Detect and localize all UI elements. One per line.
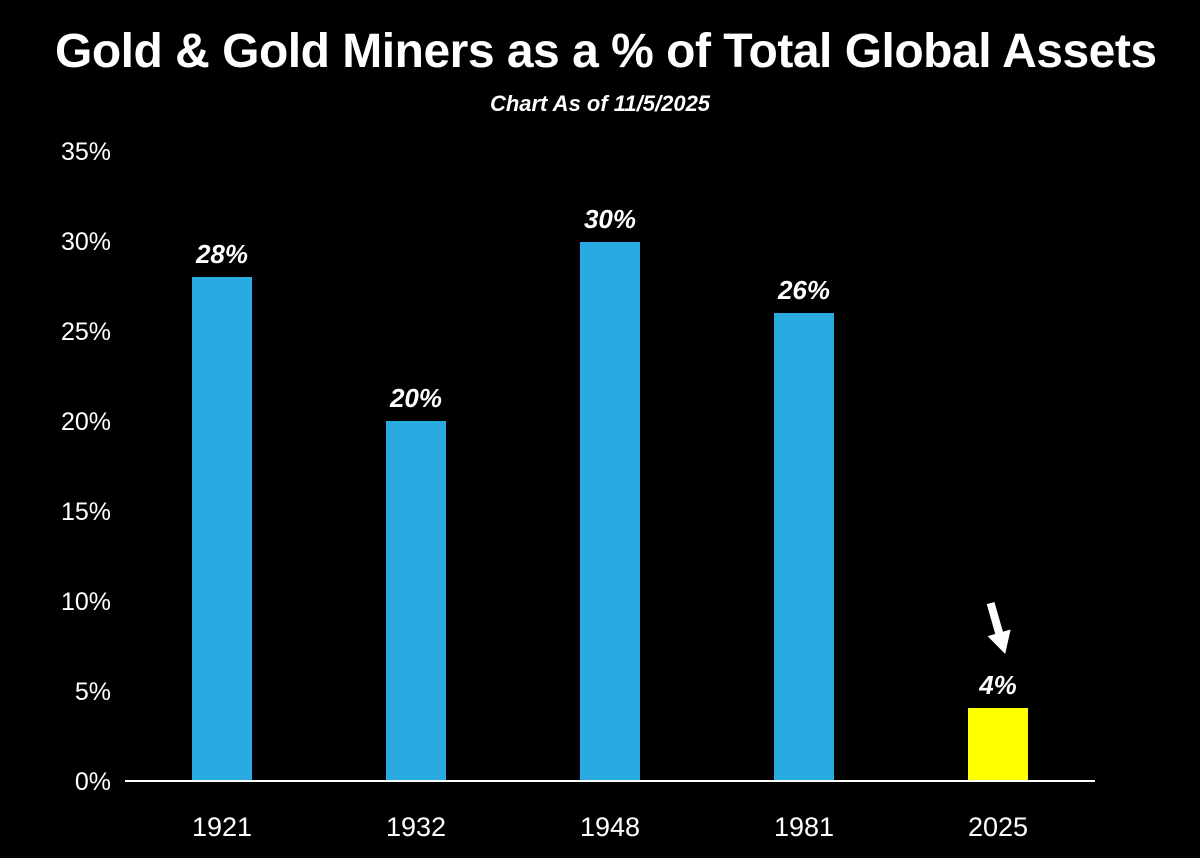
down-arrow-icon [978, 600, 1018, 658]
bar-column: 4% [901, 152, 1095, 780]
y-axis: 0% 5% 10% 15% 20% 25% 30% 35% [30, 138, 115, 796]
bar-value-label: 26% [777, 275, 831, 306]
x-axis-label: 1921 [191, 811, 253, 842]
y-tick-label: 10% [60, 587, 111, 616]
bar-1948 [580, 241, 640, 780]
y-tick-label: 0% [74, 767, 111, 796]
x-axis-label: 1932 [385, 811, 447, 842]
y-tick-label: 25% [60, 317, 111, 346]
x-axis-label: 1981 [773, 811, 835, 842]
bar-1932 [386, 420, 446, 780]
x-axis-label: 2025 [967, 811, 1029, 842]
chart-subtitle: Chart As of 11/5/2025 [489, 90, 711, 116]
plot-area: 28% 20% 30% 26% 4% [125, 152, 1095, 782]
chart-title: Gold & Gold Miners as a % of Total Globa… [55, 25, 1157, 78]
y-tick-label: 15% [60, 497, 111, 526]
bar-column: 26% [707, 152, 901, 780]
x-axis-label: 1948 [579, 811, 641, 842]
bar-1921 [192, 277, 252, 780]
chart-area: 0% 5% 10% 15% 20% 25% 30% 35% 28% 20% 30% 26% 4% 19… [30, 137, 1170, 847]
x-axis-labels: 1921 1932 1948 1981 2025 [125, 795, 1095, 847]
bar-value-label: 20% [389, 382, 443, 413]
y-tick-label: 20% [60, 407, 111, 436]
bars-row: 28% 20% 30% 26% 4% [125, 152, 1095, 780]
bar-1981 [774, 313, 834, 780]
y-tick-label: 5% [74, 677, 111, 706]
bar-value-label: 4% [979, 670, 1017, 701]
bar-value-label: 30% [583, 203, 637, 234]
bar-column: 20% [319, 152, 513, 780]
y-tick-label: 30% [60, 227, 111, 256]
bar-column: 30% [513, 152, 707, 780]
bar-column: 28% [125, 152, 319, 780]
bar-2025 [968, 708, 1028, 780]
bar-value-label: 28% [195, 239, 249, 270]
y-tick-label: 35% [60, 137, 111, 166]
